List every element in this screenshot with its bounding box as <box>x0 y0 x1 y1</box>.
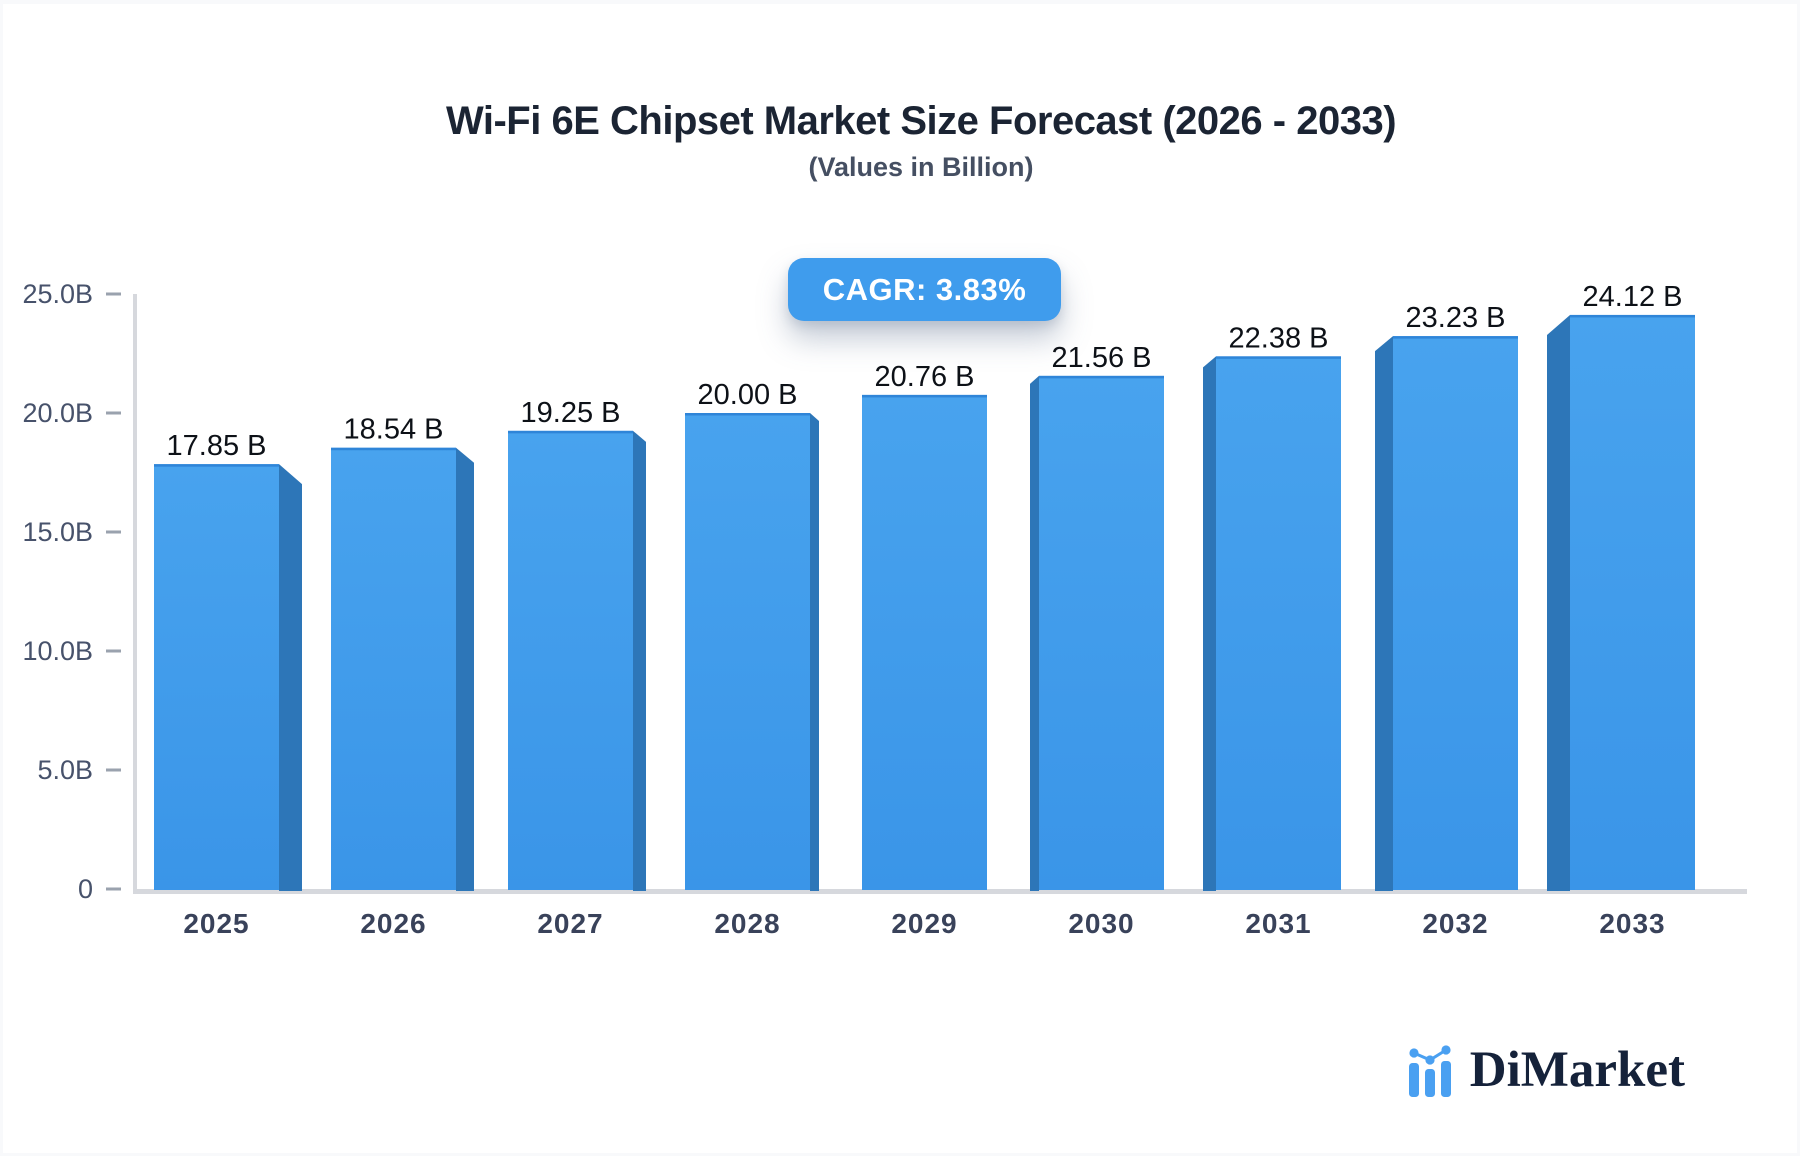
bar-value-label: 19.25 B <box>521 397 621 429</box>
x-category-label: 2031 <box>1245 908 1311 939</box>
bar-front-face <box>1039 375 1164 890</box>
bar-top-edge <box>1216 356 1341 359</box>
bar-top-edge <box>862 394 987 398</box>
x-category-label: 2030 <box>1068 908 1134 939</box>
y-tick-mark <box>106 530 121 534</box>
bar-2027 <box>508 430 646 891</box>
bar-value-label: 22.38 B <box>1229 322 1329 354</box>
bar-2033 <box>1547 314 1695 892</box>
x-category-label: 2025 <box>183 908 249 939</box>
bar-2030 <box>1030 375 1164 891</box>
bar-top-edge <box>154 464 279 467</box>
bar-top-edge <box>685 413 810 416</box>
mini-bar-chart-icon <box>1408 1045 1451 1097</box>
y-tick-label: 25.0B <box>22 279 93 309</box>
bar-value-label: 20.00 B <box>698 379 798 411</box>
bar-value-label: 21.56 B <box>1052 342 1152 374</box>
bar-2028 <box>685 413 819 891</box>
bar-side-face <box>279 464 302 891</box>
bar-value-label: 23.23 B <box>1406 302 1506 334</box>
cagr-badge: CAGR: 3.83% <box>788 258 1061 321</box>
bar-front-face <box>1216 356 1341 891</box>
bar-series <box>154 314 1695 892</box>
bar-front-face <box>685 413 810 890</box>
x-category-label: 2029 <box>891 908 957 939</box>
bar-2032 <box>1375 336 1518 892</box>
brand-logo: DiMarket <box>1407 1034 1685 1106</box>
x-category-label: 2028 <box>714 908 780 939</box>
bar-front-face <box>508 430 633 890</box>
bar-top-edge <box>1570 314 1695 318</box>
y-tick-mark <box>106 292 121 296</box>
bar-front-face <box>862 394 987 890</box>
y-tick-label: 15.0B <box>22 517 93 547</box>
bar-side-face <box>456 447 474 891</box>
x-category-label: 2033 <box>1599 908 1665 939</box>
y-tick-mark <box>106 768 121 772</box>
axes <box>106 292 1747 894</box>
y-tick-mark <box>106 411 121 415</box>
y-tick-label: 10.0B <box>22 636 93 666</box>
bar-side-face <box>1375 336 1393 892</box>
bar-chart: 25.0B 20.0B 15.0B 10.0B 5.0B 0 17.85 B 2025 18.5… <box>22 279 1747 939</box>
bar-side-face <box>810 413 819 891</box>
bar-top-edge <box>1393 336 1518 339</box>
y-tick-label: 20.0B <box>22 398 93 428</box>
y-tick-mark <box>106 887 121 891</box>
bar-value-label: 17.85 B <box>167 430 267 462</box>
chart-card: Wi-Fi 6E Chipset Market Size Forecast (2… <box>3 4 1797 1153</box>
y-tick-mark <box>106 649 121 653</box>
y-tick-label: 0 <box>78 874 93 904</box>
bar-top-edge <box>508 430 633 434</box>
bar-2031 <box>1203 356 1341 892</box>
x-category-label: 2027 <box>537 908 603 939</box>
bar-top-edge <box>1039 375 1164 379</box>
chart-subtitle: (Values in Billion) <box>808 152 1034 182</box>
bar-2026 <box>331 447 474 891</box>
bar-top-edge <box>331 447 456 451</box>
bar-side-face <box>1547 314 1570 892</box>
bar-value-label: 18.54 B <box>344 414 444 446</box>
brand-name: DiMarket <box>1469 1042 1685 1098</box>
bar-front-face <box>1570 314 1695 891</box>
bar-side-face <box>633 430 646 891</box>
x-axis-line <box>133 889 1747 894</box>
chart-title: Wi-Fi 6E Chipset Market Size Forecast (2… <box>445 99 1397 143</box>
x-category-label: 2026 <box>360 908 426 939</box>
bar-front-face <box>1393 336 1518 891</box>
bar-value-label: 24.12 B <box>1583 281 1683 313</box>
bar-front-face <box>154 464 279 890</box>
y-axis-line <box>133 294 137 894</box>
chart-labels: 25.0B 20.0B 15.0B 10.0B 5.0B 0 17.85 B 2025 18.5… <box>22 279 1682 939</box>
bar-value-label: 20.76 B <box>875 361 975 393</box>
bar-side-face <box>1030 375 1039 891</box>
bar-front-face <box>331 447 456 890</box>
y-tick-label: 5.0B <box>37 755 93 785</box>
bar-side-face <box>1203 356 1216 892</box>
bar-2029 <box>862 394 987 890</box>
x-category-label: 2032 <box>1422 908 1488 939</box>
bar-2025 <box>154 464 302 891</box>
